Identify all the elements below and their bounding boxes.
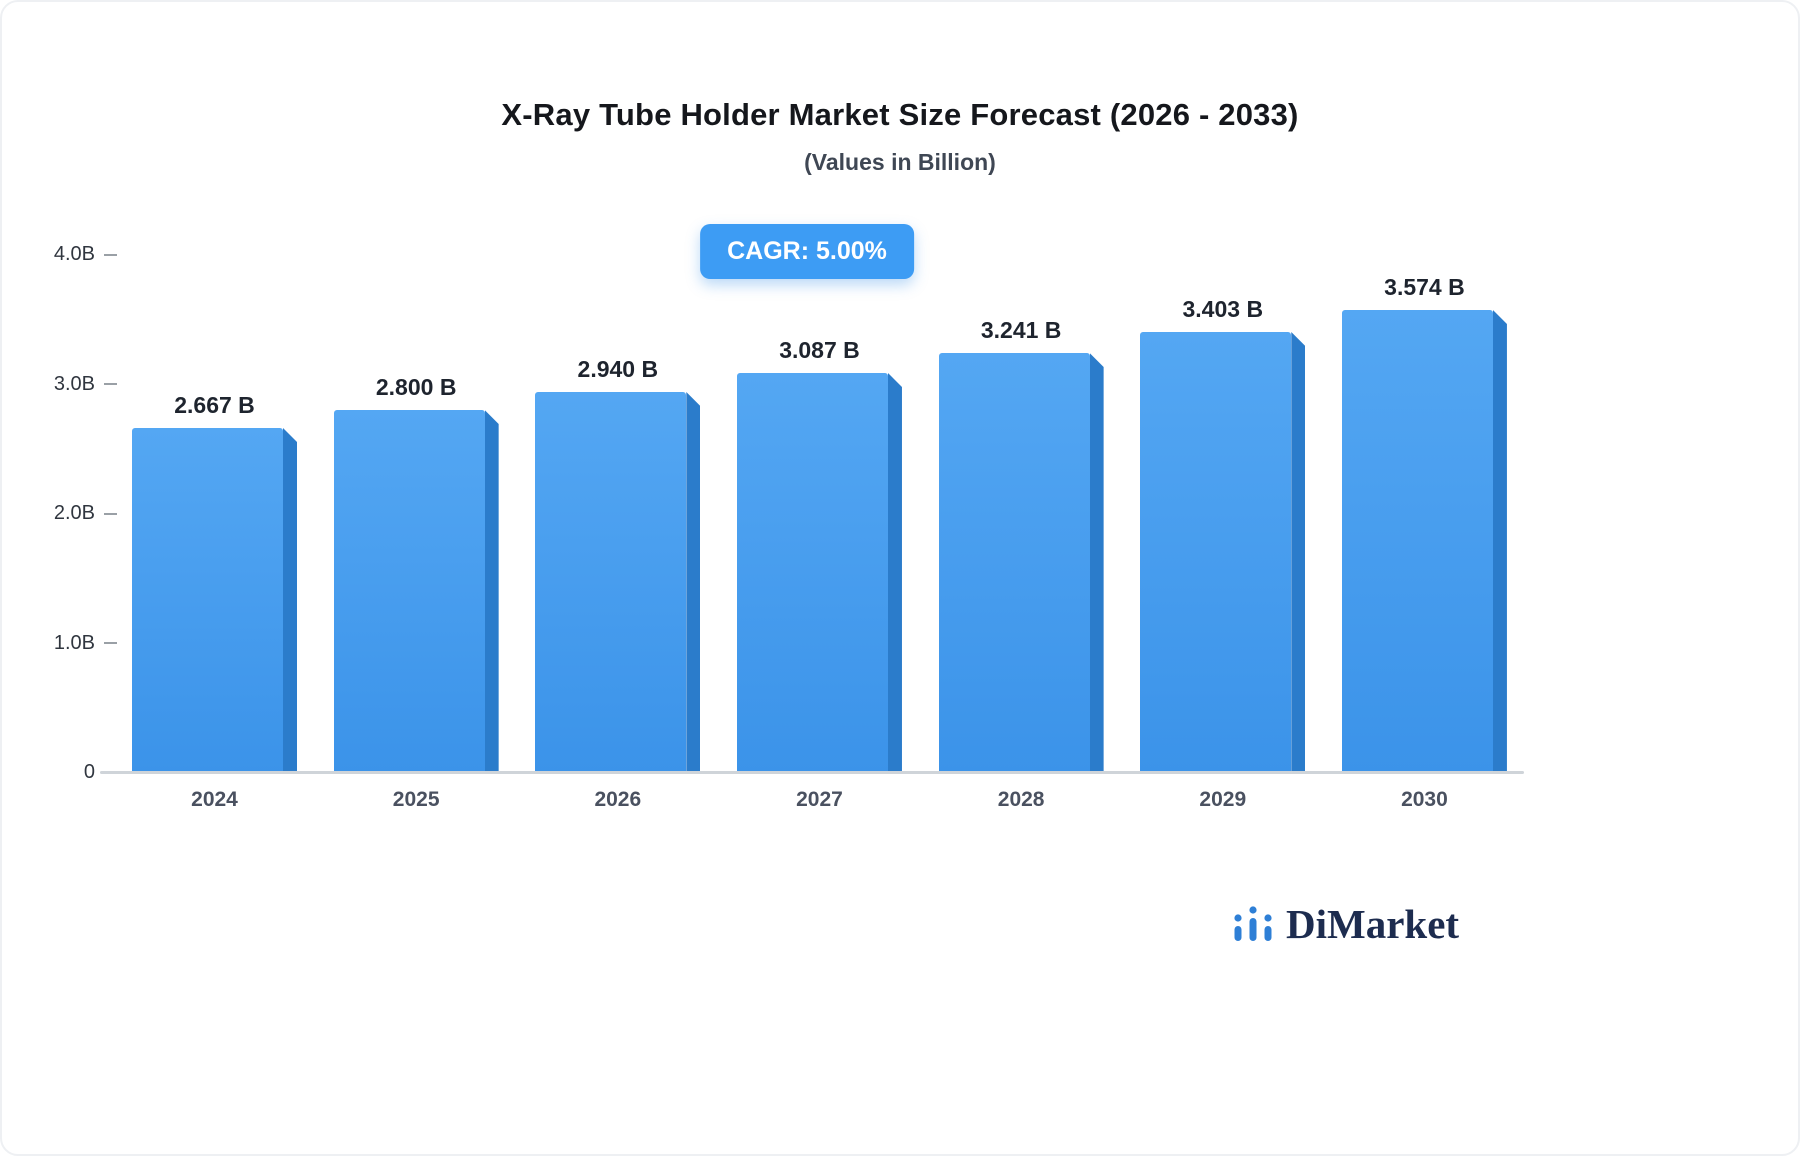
bar-face — [535, 392, 687, 773]
bar — [1140, 332, 1306, 773]
bar-value-label: 2.667 B — [174, 392, 255, 418]
bar-face — [1341, 310, 1493, 773]
y-tick-label: 4.0B — [53, 243, 95, 265]
bar — [535, 392, 701, 773]
y-axis: 0 1.0B 2.0B 3.0B 4.0B — [30, 243, 117, 783]
cagr-badge: CAGR: 5.00% — [700, 224, 914, 279]
bar-face — [132, 428, 283, 773]
y-tick-mark — [104, 253, 117, 256]
bar-side — [686, 392, 701, 773]
y-tick-label: 2.0B — [53, 502, 95, 524]
bar — [736, 373, 902, 773]
y-tick: 1.0B — [54, 632, 117, 655]
x-tick-label: 2029 — [1199, 788, 1247, 811]
bar-value-label: 3.087 B — [779, 337, 860, 363]
x-tick-label: 2027 — [796, 788, 843, 811]
bar-chart-icon — [1234, 906, 1272, 941]
bar-column: 3.087 B — [736, 337, 902, 773]
y-tick: 2.0B — [54, 502, 117, 525]
bar-value-label: 3.574 B — [1384, 274, 1465, 300]
y-tick: 4.0B — [54, 243, 117, 266]
x-tick-label: 2024 — [191, 788, 238, 811]
x-tick-label: 2028 — [997, 788, 1045, 811]
bar-column: 3.574 B — [1341, 274, 1507, 773]
y-tick-mark — [104, 383, 117, 385]
y-tick-label: 3.0B — [53, 372, 95, 395]
y-tick-mark — [104, 642, 117, 644]
x-axis-labels: 2024 2025 2026 2027 2028 2029 2030 — [117, 788, 1522, 812]
bar-face — [1140, 332, 1292, 773]
bar — [1341, 310, 1507, 773]
bar-value-label: 3.241 B — [980, 317, 1062, 343]
bar — [938, 353, 1104, 773]
bar-column: 2.667 B — [132, 392, 297, 773]
bar-column: 2.940 B — [535, 356, 701, 773]
y-tick: 3.0B — [54, 373, 117, 396]
logo: DiMarket — [1230, 901, 1459, 947]
bar-value-label: 3.403 B — [1182, 296, 1264, 322]
bar-side — [1492, 310, 1507, 773]
bar-face — [333, 410, 485, 773]
logo-text: DiMarket — [1286, 900, 1460, 947]
plot-area: 2.667 B 2.800 B 2.940 B 3.087 B 3.241 B 3.403… — [117, 255, 1522, 773]
bar — [132, 428, 297, 773]
x-axis-line — [100, 771, 1524, 774]
bar-face — [938, 353, 1090, 773]
bar-side — [283, 428, 297, 773]
bar-column: 3.241 B — [938, 317, 1104, 773]
x-tick-label: 2026 — [594, 788, 642, 811]
bar — [333, 410, 499, 773]
bar-side — [484, 410, 499, 773]
bar-face — [736, 373, 888, 773]
bar-value-label: 2.940 B — [577, 356, 659, 382]
y-tick-label: 0 — [83, 761, 95, 783]
chart-title: X-Ray Tube Holder Market Size Forecast (… — [501, 97, 1299, 132]
bar-side — [887, 373, 902, 773]
bar-side — [1089, 353, 1104, 773]
bar-column: 2.800 B — [333, 374, 499, 773]
chart-subtitle: (Values in Billion) — [804, 149, 996, 175]
bar-value-label: 2.800 B — [375, 374, 457, 400]
bar-side — [1291, 332, 1306, 773]
x-tick-label: 2030 — [1401, 788, 1448, 811]
bar-column: 3.403 B — [1140, 296, 1306, 773]
y-tick-label: 1.0B — [53, 631, 95, 654]
x-tick-label: 2025 — [392, 788, 440, 811]
y-tick-mark — [104, 512, 117, 515]
